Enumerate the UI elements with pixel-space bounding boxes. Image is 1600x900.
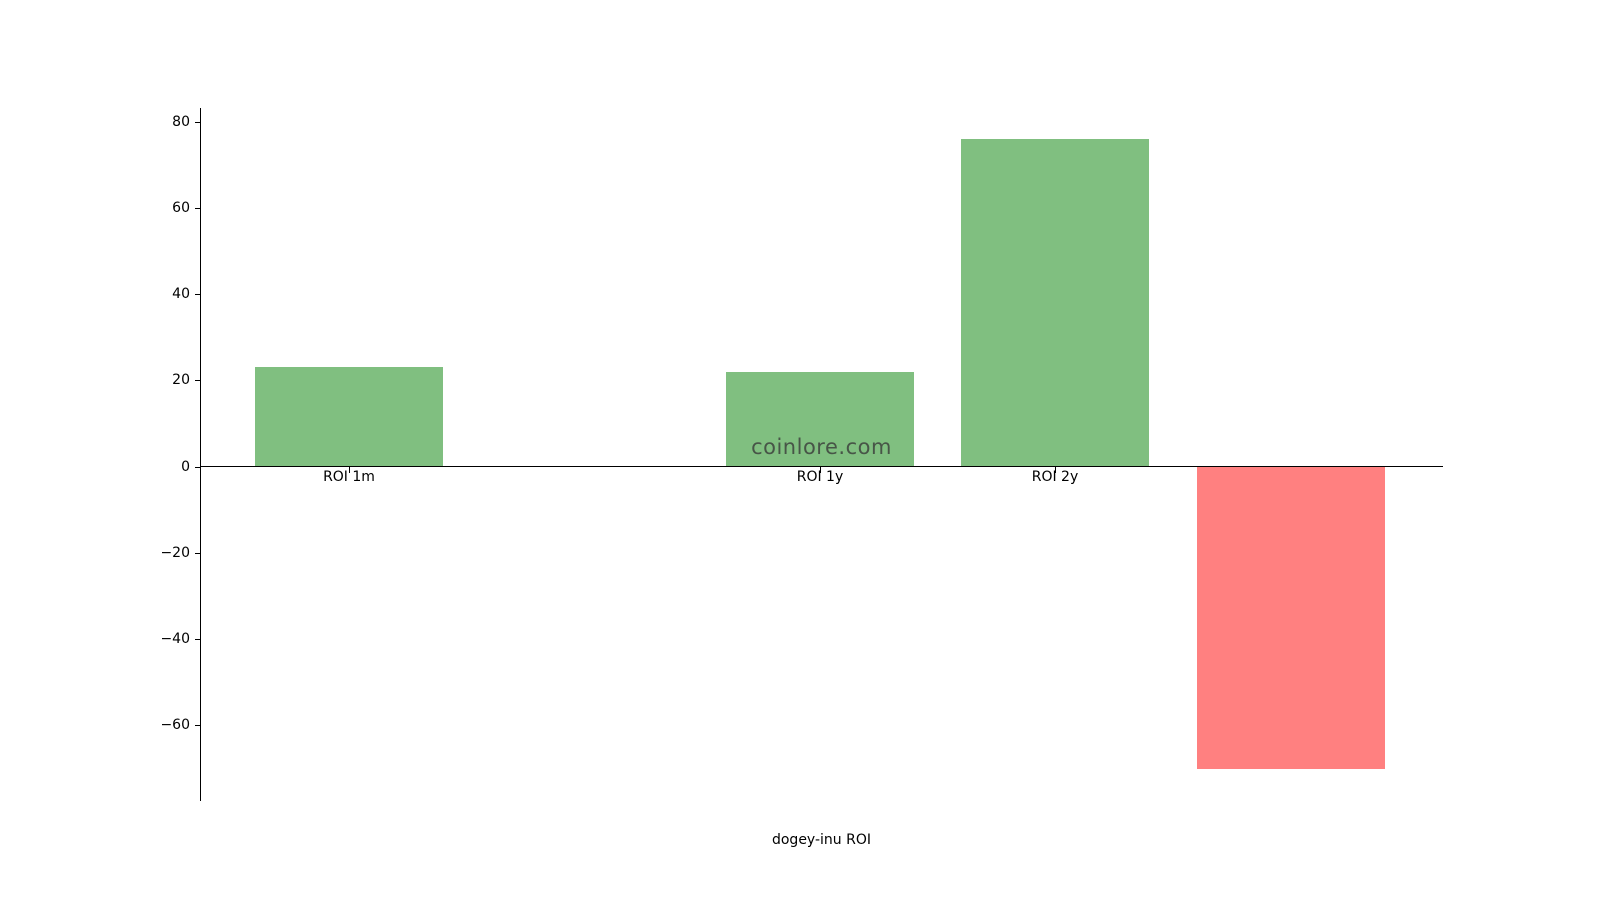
x-tick-label: ROI 1y xyxy=(796,469,844,485)
y-axis-spine xyxy=(200,108,201,801)
y-tick xyxy=(195,294,200,295)
y-tick xyxy=(195,380,200,381)
y-tick-label: 60 xyxy=(172,200,190,216)
bar-roi-2y xyxy=(961,139,1149,466)
x-tick xyxy=(1055,467,1056,473)
x-tick xyxy=(820,467,821,473)
watermark: coinlore.com xyxy=(751,435,892,459)
y-tick xyxy=(195,122,200,123)
y-tick xyxy=(195,725,200,726)
y-tick-label: −20 xyxy=(160,545,190,561)
bar-roi-1y xyxy=(726,372,914,466)
y-tick-label: −40 xyxy=(160,631,190,647)
y-tick-label: 80 xyxy=(172,114,190,130)
y-tick-label: −60 xyxy=(160,717,190,733)
x-axis-zero-line xyxy=(200,466,1443,467)
x-tick-label: ROI 2y xyxy=(1031,469,1079,485)
y-tick-label: 20 xyxy=(172,372,190,388)
y-tick-label: 40 xyxy=(172,286,190,302)
y-tick xyxy=(195,467,200,468)
y-tick-label: 0 xyxy=(181,459,190,475)
chart-title: dogey-inu ROI xyxy=(771,832,871,848)
bar-unlabeled xyxy=(1197,467,1385,769)
y-tick xyxy=(195,208,200,209)
y-tick xyxy=(195,639,200,640)
bar-roi-1m xyxy=(255,367,443,466)
y-tick xyxy=(195,553,200,554)
x-tick xyxy=(349,467,350,473)
x-tick-label: ROI 1m xyxy=(323,469,375,485)
